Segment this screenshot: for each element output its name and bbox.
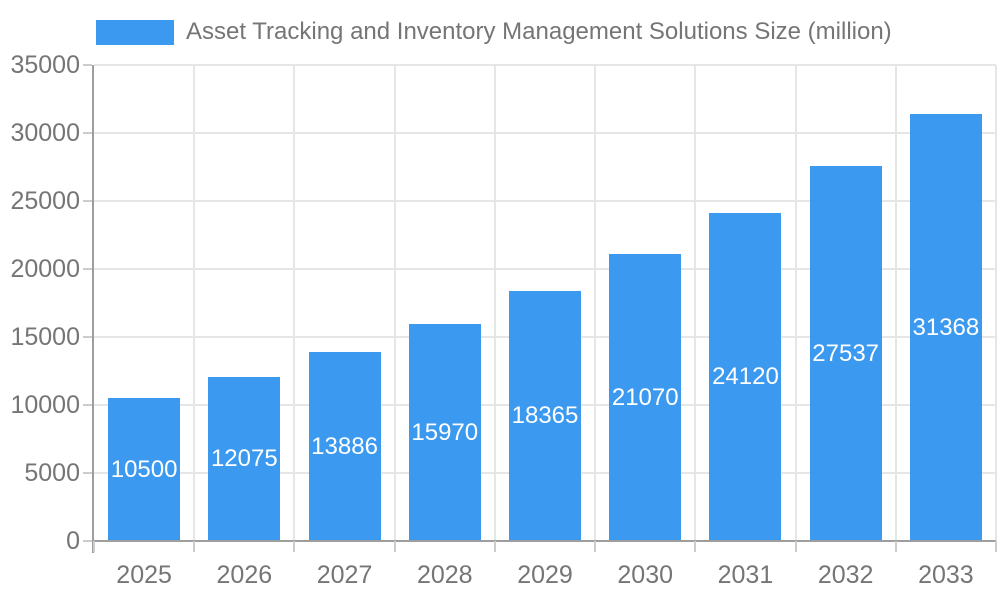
x-axis-label: 2030 <box>617 561 674 589</box>
bar-2029[interactable] <box>509 291 581 541</box>
gridline-vertical <box>493 65 496 541</box>
y-tick-mark <box>83 472 92 474</box>
x-axis-line <box>92 540 996 542</box>
bar-2028[interactable] <box>408 324 481 541</box>
x-tick-mark <box>995 541 997 552</box>
x-axis-label: 2027 <box>316 561 373 589</box>
y-axis-label: 10000 <box>10 391 80 419</box>
x-tick-mark <box>594 541 597 552</box>
x-tick-mark <box>393 541 396 552</box>
y-axis-line <box>92 65 94 553</box>
gridline-vertical <box>594 65 597 541</box>
x-tick-mark <box>93 541 95 552</box>
y-axis-label: 25000 <box>10 187 80 215</box>
gridline-vertical <box>894 65 897 541</box>
x-axis-label: 2026 <box>216 561 273 589</box>
y-axis-label: 5000 <box>24 459 80 487</box>
y-axis-label: 15000 <box>10 323 80 351</box>
y-axis-label: 20000 <box>10 255 80 283</box>
x-tick-mark <box>694 541 697 552</box>
gridline-horizontal <box>94 200 996 202</box>
bar-2031[interactable] <box>709 213 782 541</box>
bar-value-label: 24120 <box>712 363 779 390</box>
x-axis-label: 2028 <box>416 561 473 589</box>
bar-value-label: 12075 <box>210 445 278 472</box>
y-tick-mark <box>83 64 92 66</box>
bar-2032[interactable] <box>809 166 882 541</box>
x-tick-mark <box>193 541 196 552</box>
y-axis-label: 35000 <box>10 51 80 79</box>
bar-2025[interactable] <box>108 398 181 541</box>
bar-value-label: 15970 <box>411 418 479 446</box>
x-axis-label: 2025 <box>116 561 172 589</box>
gridline-vertical <box>393 65 396 541</box>
bar-value-label: 18365 <box>511 402 579 429</box>
legend-label: Asset Tracking and Inventory Management … <box>186 18 892 45</box>
x-axis-label: 2032 <box>817 561 874 589</box>
gridline-horizontal <box>94 268 996 270</box>
x-tick-mark <box>794 541 797 552</box>
bar-value-label: 21070 <box>611 383 679 411</box>
bar-2033[interactable] <box>909 114 982 541</box>
gridline-vertical <box>794 65 797 541</box>
bar-2026[interactable] <box>208 377 281 541</box>
bar-2030[interactable] <box>609 254 682 541</box>
y-tick-mark <box>83 268 92 270</box>
y-tick-mark <box>83 336 92 338</box>
y-tick-mark <box>83 200 92 202</box>
x-axis-label: 2033 <box>918 561 974 589</box>
x-tick-mark <box>493 541 496 552</box>
x-tick-mark <box>894 541 897 552</box>
bar-2027[interactable] <box>308 352 381 541</box>
y-axis-label: 30000 <box>10 119 80 147</box>
x-axis-label: 2029 <box>517 561 573 589</box>
gridline-vertical <box>995 65 997 541</box>
legend[interactable]: Asset Tracking and Inventory Management … <box>96 17 892 47</box>
y-tick-mark <box>83 404 92 406</box>
x-tick-mark <box>293 541 296 552</box>
bar-value-label: 10500 <box>110 455 178 483</box>
x-axis-label: 2031 <box>717 561 774 589</box>
y-axis-label: 0 <box>66 527 80 555</box>
gridline-horizontal <box>94 64 996 66</box>
gridline-horizontal <box>94 132 996 134</box>
gridline-vertical <box>193 65 196 541</box>
y-tick-mark <box>83 132 92 134</box>
legend-swatch[interactable] <box>96 19 174 45</box>
bar-value-label: 31368 <box>912 313 980 341</box>
bar-value-label: 13886 <box>311 432 378 460</box>
y-tick-mark <box>83 540 92 542</box>
gridline-vertical <box>293 65 296 541</box>
bar-value-label: 27537 <box>812 339 880 367</box>
gridline-vertical <box>694 65 697 541</box>
